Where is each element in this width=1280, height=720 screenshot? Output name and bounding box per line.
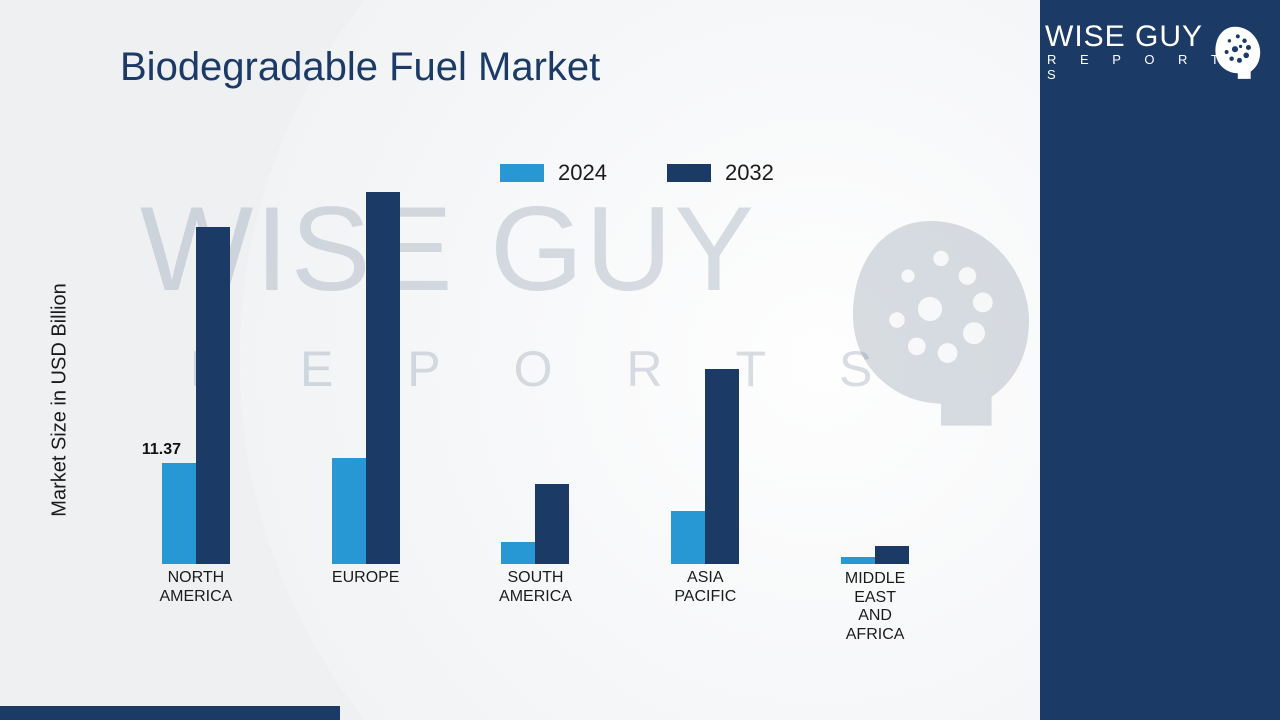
bar-2024 [162, 463, 196, 564]
figure-canvas: WISE GUY R E P O R T S WISE GUY R E P O … [0, 0, 1280, 720]
bar-chart: Market Size in USD Billion NORTHAMERICA1… [60, 150, 960, 650]
y-axis-label: Market Size in USD Billion [49, 283, 72, 516]
bar-2024 [332, 458, 366, 564]
brand-head-icon [1207, 24, 1263, 80]
category-label: SOUTHAMERICA [451, 569, 621, 606]
bar-2024 [841, 557, 875, 564]
bar-group: ASIAPACIFIC [620, 165, 790, 564]
bar-2024 [671, 511, 705, 564]
value-label: 11.37 [142, 441, 181, 459]
bar-group: SOUTHAMERICA [451, 165, 621, 564]
category-label: MIDDLEEASTANDAFRICA [790, 570, 960, 644]
plot-area: NORTHAMERICA11.37EUROPESOUTHAMERICAASIAP… [110, 165, 960, 565]
category-label: EUROPE [281, 569, 451, 587]
bar-2032 [705, 369, 739, 564]
category-label: ASIAPACIFIC [620, 569, 790, 606]
bar-group: MIDDLEEASTANDAFRICA [790, 165, 960, 564]
bar-2032 [196, 227, 230, 564]
category-label: NORTHAMERICA [111, 569, 281, 606]
bar-2032 [875, 546, 909, 564]
bar-group: EUROPE [281, 165, 451, 564]
right-brand-band [1040, 0, 1280, 720]
bar-group: NORTHAMERICA11.37 [111, 165, 281, 564]
bar-2032 [535, 484, 569, 564]
bottom-accent-bar [0, 706, 340, 720]
chart-title: Biodegradable Fuel Market [120, 45, 600, 90]
bar-2032 [366, 192, 400, 564]
bar-2024 [501, 542, 535, 564]
brand-logo: WISE GUY R E P O R T S [1045, 20, 1255, 82]
